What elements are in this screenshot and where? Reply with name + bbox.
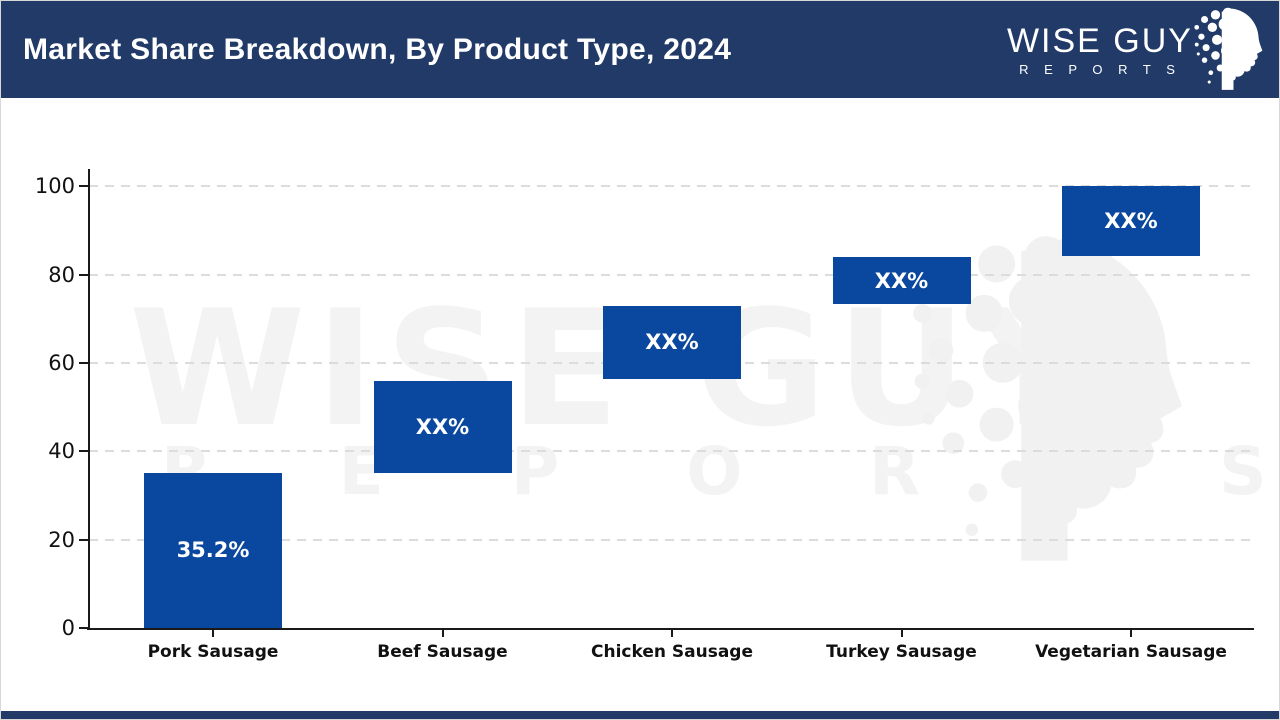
x-tick-mark (212, 630, 214, 637)
bar-value-label: XX% (874, 268, 929, 293)
x-tick-mark (900, 630, 903, 637)
x-category-label: Pork Sausage (147, 642, 279, 662)
x-tick-mark (671, 630, 673, 637)
bar: XX% (373, 380, 512, 473)
y-tick-mark (79, 627, 88, 629)
x-category-label: Chicken Sausage (591, 642, 753, 662)
y-tick-mark (79, 273, 88, 276)
y-tick-mark (79, 362, 88, 364)
wiseguy-head-icon (1187, 7, 1269, 93)
x-tick-mark (1130, 630, 1132, 637)
bar: XX% (832, 257, 971, 305)
y-tick-mark (79, 538, 88, 541)
x-axis (87, 628, 1254, 630)
header: Market Share Breakdown, By Product Type,… (1, 1, 1279, 98)
y-tick-mark (79, 450, 88, 453)
page-title: Market Share Breakdown, By Product Type,… (23, 32, 732, 66)
gridline (89, 273, 1253, 276)
logo-subtitle: R E P O R T S (1019, 62, 1181, 77)
logo-wordmark: WISE GUY (1006, 22, 1193, 60)
y-axis (88, 169, 90, 630)
x-category-label: Vegetarian Sausage (1035, 642, 1227, 662)
y-tick-label: 80 (48, 262, 75, 287)
y-tick-label: 60 (48, 351, 75, 375)
bar-value-label: XX% (1104, 209, 1158, 234)
bar-value-label: XX% (645, 330, 699, 355)
bar: 35.2% (144, 472, 282, 628)
gridline (89, 450, 1253, 453)
x-tick-mark (441, 630, 444, 637)
wiseguy-logo: WISE GUY R E P O R T S (1007, 6, 1269, 94)
bar: XX% (1062, 186, 1200, 257)
y-tick-mark (79, 185, 88, 188)
logo-text: WISE GUY R E P O R T S (1007, 24, 1193, 76)
gridline (89, 538, 1253, 541)
x-category-label: Beef Sausage (377, 642, 508, 662)
y-tick-label: 20 (48, 527, 75, 552)
gridline (89, 185, 1253, 188)
bar-value-label: 35.2% (176, 538, 250, 563)
x-category-label: Turkey Sausage (826, 642, 977, 662)
y-tick-label: 0 (61, 616, 75, 640)
y-tick-label: 40 (48, 439, 75, 464)
bar-value-label: XX% (415, 414, 470, 439)
bar: XX% (603, 305, 741, 380)
y-tick-label: 100 (34, 174, 75, 199)
footer-bar (1, 711, 1279, 719)
